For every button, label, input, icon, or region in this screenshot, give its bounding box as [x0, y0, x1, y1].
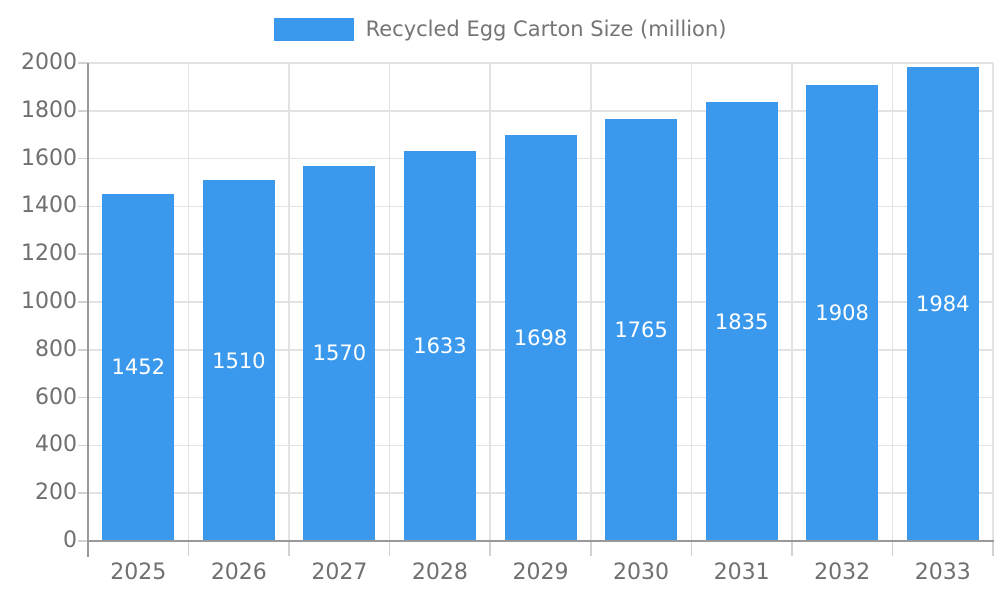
bar-value-label: 1984 — [915, 291, 970, 316]
legend-item[interactable]: Recycled Egg Carton Size (million) — [0, 17, 1000, 41]
bar[interactable] — [403, 150, 476, 541]
bar-value-label: 1835 — [714, 309, 769, 334]
bar[interactable] — [303, 165, 376, 541]
gridline-vertical — [489, 63, 491, 541]
bar-value-label: 1908 — [815, 300, 869, 325]
y-axis-tick — [78, 444, 88, 447]
x-axis-tick — [288, 541, 290, 556]
y-axis-tick — [78, 110, 88, 112]
gridline-vertical — [187, 63, 190, 541]
x-axis-tick-label: 2028 — [411, 560, 468, 585]
gridline-vertical — [791, 63, 793, 541]
gridline-horizontal — [88, 110, 993, 112]
gridline-vertical — [288, 63, 290, 541]
y-axis-tick — [78, 396, 88, 399]
gridline-vertical — [388, 63, 391, 541]
bar-value-label: 1510 — [212, 348, 266, 373]
legend-label: Recycled Egg Carton Size (million) — [365, 17, 727, 41]
bar-value-label: 1633 — [413, 333, 467, 358]
y-axis-tick — [78, 62, 88, 64]
legend-swatch — [273, 17, 354, 41]
x-axis-tick — [791, 541, 793, 556]
x-axis-tick-label: 2031 — [713, 560, 770, 585]
y-axis-tick — [78, 540, 88, 542]
x-axis-tick — [891, 541, 894, 556]
y-axis-tick — [78, 301, 88, 303]
y-axis-tick-label: 1800 — [21, 97, 77, 123]
gridline-vertical — [590, 63, 592, 541]
y-axis-tick-label: 2000 — [21, 50, 77, 75]
bar-value-label: 1570 — [312, 341, 367, 366]
y-axis-tick-label: 200 — [35, 480, 77, 506]
x-axis-tick — [590, 541, 592, 556]
y-axis-tick-label: 1000 — [21, 289, 77, 314]
x-axis-tick-label: 2029 — [512, 560, 569, 585]
bar[interactable] — [605, 119, 678, 541]
x-axis-tick-label: 2026 — [210, 560, 267, 585]
bar[interactable] — [806, 84, 879, 541]
y-axis-tick — [78, 253, 88, 255]
y-axis-tick-label: 1400 — [21, 193, 77, 219]
bar[interactable] — [102, 193, 175, 541]
x-axis-tick-label: 2030 — [613, 560, 670, 585]
y-axis-tick-label: 800 — [35, 336, 77, 362]
y-axis-tick — [78, 349, 88, 351]
bar-value-label: 1765 — [614, 318, 668, 343]
y-axis-line — [87, 63, 89, 557]
y-axis-tick-label: 1600 — [21, 145, 77, 171]
y-axis-tick — [78, 205, 88, 208]
y-axis-tick-label: 0 — [63, 528, 77, 553]
x-axis-tick-label: 2032 — [814, 560, 871, 585]
y-axis-tick — [78, 157, 88, 160]
x-axis-tick-label: 2025 — [110, 560, 167, 585]
x-axis-tick — [992, 541, 994, 556]
y-axis-tick-label: 400 — [35, 432, 77, 458]
x-axis-tick-label: 2033 — [914, 560, 971, 585]
bar[interactable] — [906, 66, 979, 541]
y-axis-tick — [78, 492, 88, 494]
gridline-vertical — [891, 63, 894, 541]
bar[interactable] — [705, 102, 778, 541]
bar-value-label: 1452 — [111, 355, 165, 380]
bar[interactable] — [504, 135, 577, 541]
bar[interactable] — [202, 180, 275, 541]
y-axis-tick-label: 600 — [35, 384, 77, 410]
x-axis-tick-label: 2027 — [311, 560, 368, 585]
x-axis-tick — [690, 541, 693, 556]
x-axis-line — [87, 540, 994, 542]
x-axis-tick — [388, 541, 391, 556]
gridline-vertical — [690, 63, 693, 541]
x-axis-tick — [187, 541, 190, 556]
x-axis-tick — [489, 541, 491, 556]
y-axis-tick-label: 1200 — [21, 241, 77, 267]
gridline-horizontal — [88, 62, 993, 64]
gridline-vertical — [992, 63, 994, 541]
bar-value-label: 1698 — [513, 326, 568, 351]
